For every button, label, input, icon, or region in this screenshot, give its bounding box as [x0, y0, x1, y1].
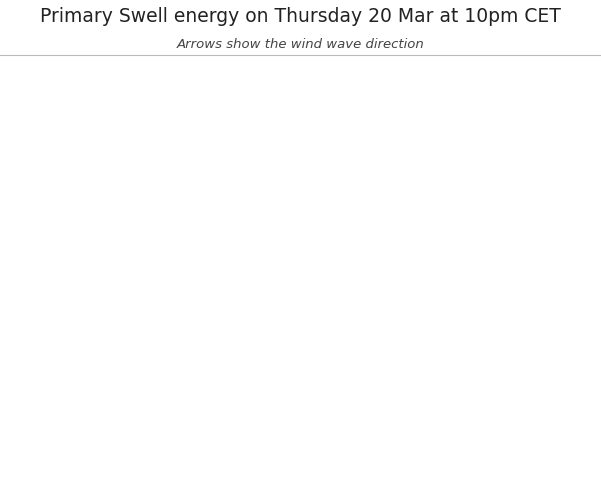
Text: Arrows show the wind wave direction: Arrows show the wind wave direction: [177, 37, 424, 50]
Text: Error: No module named 'cartopy': Error: No module named 'cartopy': [206, 275, 395, 285]
Text: Primary Swell energy on Thursday 20 Mar at 10pm CET: Primary Swell energy on Thursday 20 Mar …: [40, 8, 561, 26]
